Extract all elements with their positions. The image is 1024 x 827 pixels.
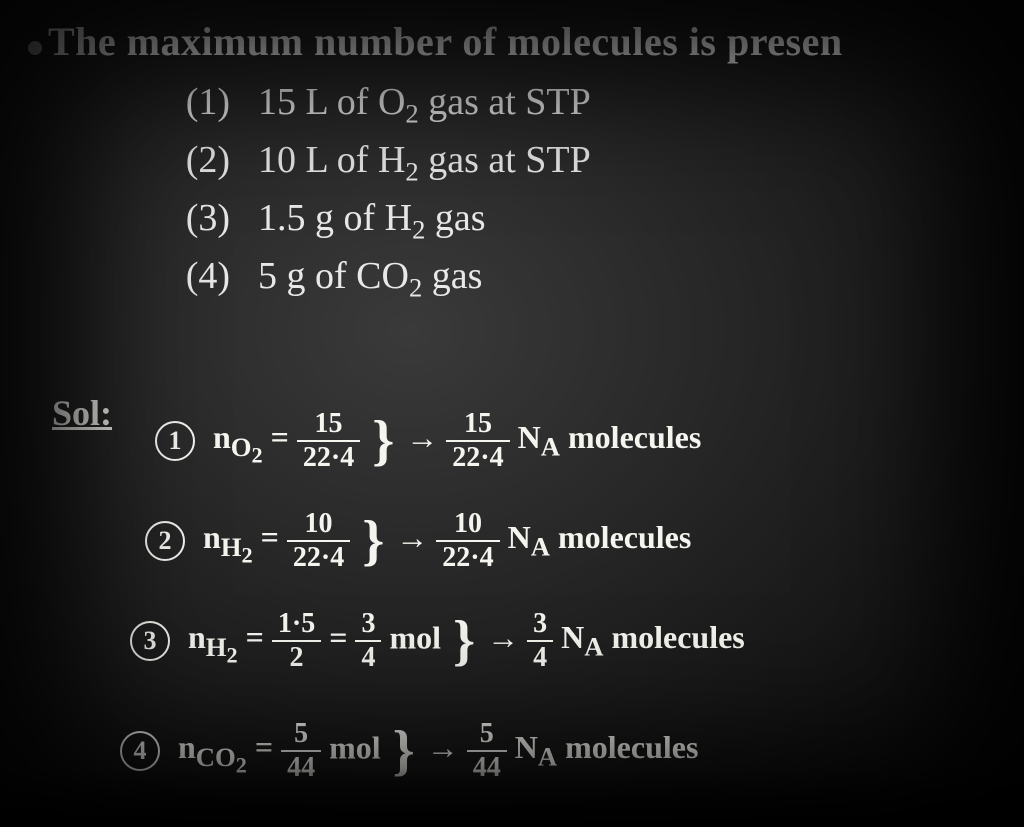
step-circle-icon: 1 — [155, 421, 195, 461]
tail: NA molecules — [515, 729, 699, 765]
lhs: nO2 = — [213, 419, 289, 455]
arrow-icon: → — [396, 519, 428, 555]
arrow-icon: → — [427, 729, 459, 765]
option-text: 1.5 g of H2 gas — [258, 197, 486, 239]
brace-icon: } — [362, 513, 384, 569]
tail: NA molecules — [561, 619, 745, 655]
solution-line-1: 1 nO2 = 1522·4 } → 1522·4 NA molecules — [155, 410, 701, 472]
lhs: nH2 = — [203, 519, 279, 555]
lhs: nH2 = — [188, 619, 264, 655]
option-number: (1) — [150, 80, 230, 124]
solution-label: Sol: — [52, 392, 112, 434]
brace-icon: } — [372, 413, 394, 469]
equals: = — [329, 619, 347, 655]
tail: NA molecules — [518, 419, 702, 455]
unit: mol — [389, 619, 441, 655]
lhs: nCO2 = — [178, 729, 273, 765]
stem-text: The maximum number of molecules is prese… — [48, 19, 843, 64]
option-number: (4) — [150, 254, 230, 298]
step-circle-icon: 2 — [145, 521, 185, 561]
option-4: (4) 5 g of CO2 gas — [150, 254, 482, 304]
fraction: 1022·4 — [287, 510, 350, 572]
bottom-fade — [0, 767, 1024, 827]
step-circle-icon: 4 — [120, 731, 160, 771]
fraction: 1522·4 — [446, 410, 509, 472]
bullet-icon — [28, 41, 42, 55]
fraction: 1·52 — [272, 610, 321, 672]
option-number: (3) — [150, 196, 230, 240]
solution-line-2: 2 nH2 = 1022·4 } → 1022·4 NA molecules — [145, 510, 691, 572]
tail: NA molecules — [508, 519, 692, 555]
arrow-icon: → — [487, 619, 519, 655]
option-3: (3) 1.5 g of H2 gas — [150, 196, 486, 246]
fraction: 1522·4 — [297, 410, 360, 472]
solution-line-3: 3 nH2 = 1·52 = 34 mol } → 34 NA molecule… — [130, 610, 745, 672]
option-2: (2) 10 L of H2 gas at STP — [150, 138, 591, 188]
question-stem: The maximum number of molecules is prese… — [28, 18, 843, 65]
arrow-icon: → — [406, 419, 438, 455]
option-number: (2) — [150, 138, 230, 182]
fraction: 34 — [527, 610, 553, 672]
option-1: (1) 15 L of O2 gas at STP — [150, 80, 591, 130]
option-text: 5 g of CO2 gas — [258, 255, 482, 297]
option-text: 15 L of O2 gas at STP — [258, 81, 591, 123]
fraction: 1022·4 — [436, 510, 499, 572]
brace-icon: } — [453, 613, 475, 669]
unit: mol — [329, 729, 381, 765]
step-circle-icon: 3 — [130, 621, 170, 661]
fraction: 34 — [355, 610, 381, 672]
option-text: 10 L of H2 gas at STP — [258, 139, 591, 181]
